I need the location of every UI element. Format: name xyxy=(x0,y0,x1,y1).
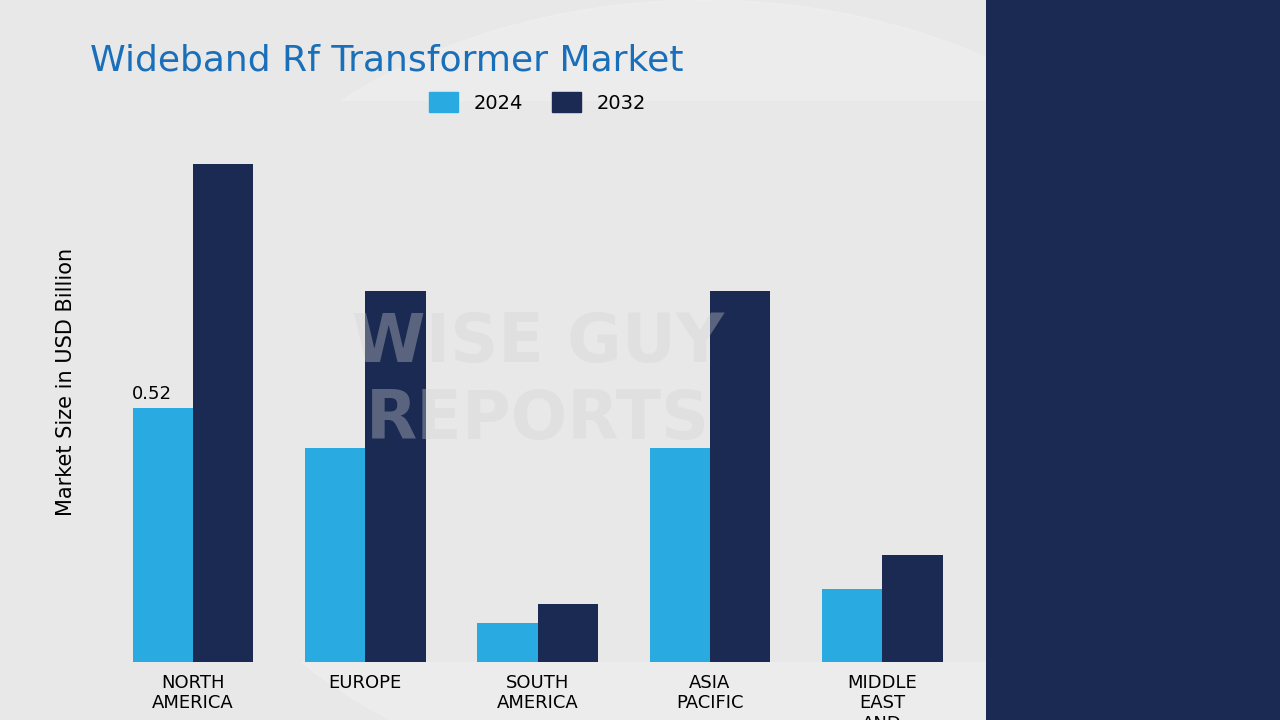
Bar xyxy=(305,448,365,662)
Text: WISE GUY
REPORTS: WISE GUY REPORTS xyxy=(352,310,723,453)
Bar xyxy=(822,589,882,662)
Bar xyxy=(365,292,426,662)
Bar xyxy=(650,448,710,662)
Bar xyxy=(882,555,942,662)
Text: Wideband Rf Transformer Market: Wideband Rf Transformer Market xyxy=(90,43,684,77)
Bar xyxy=(710,292,771,662)
Text: 0.52: 0.52 xyxy=(132,384,172,402)
Bar xyxy=(477,624,538,662)
Y-axis label: Market Size in USD Billion: Market Size in USD Billion xyxy=(56,248,76,516)
Bar xyxy=(193,164,253,662)
Bar xyxy=(538,604,598,662)
Legend: 2024, 2032: 2024, 2032 xyxy=(419,83,657,122)
Bar xyxy=(133,408,193,662)
